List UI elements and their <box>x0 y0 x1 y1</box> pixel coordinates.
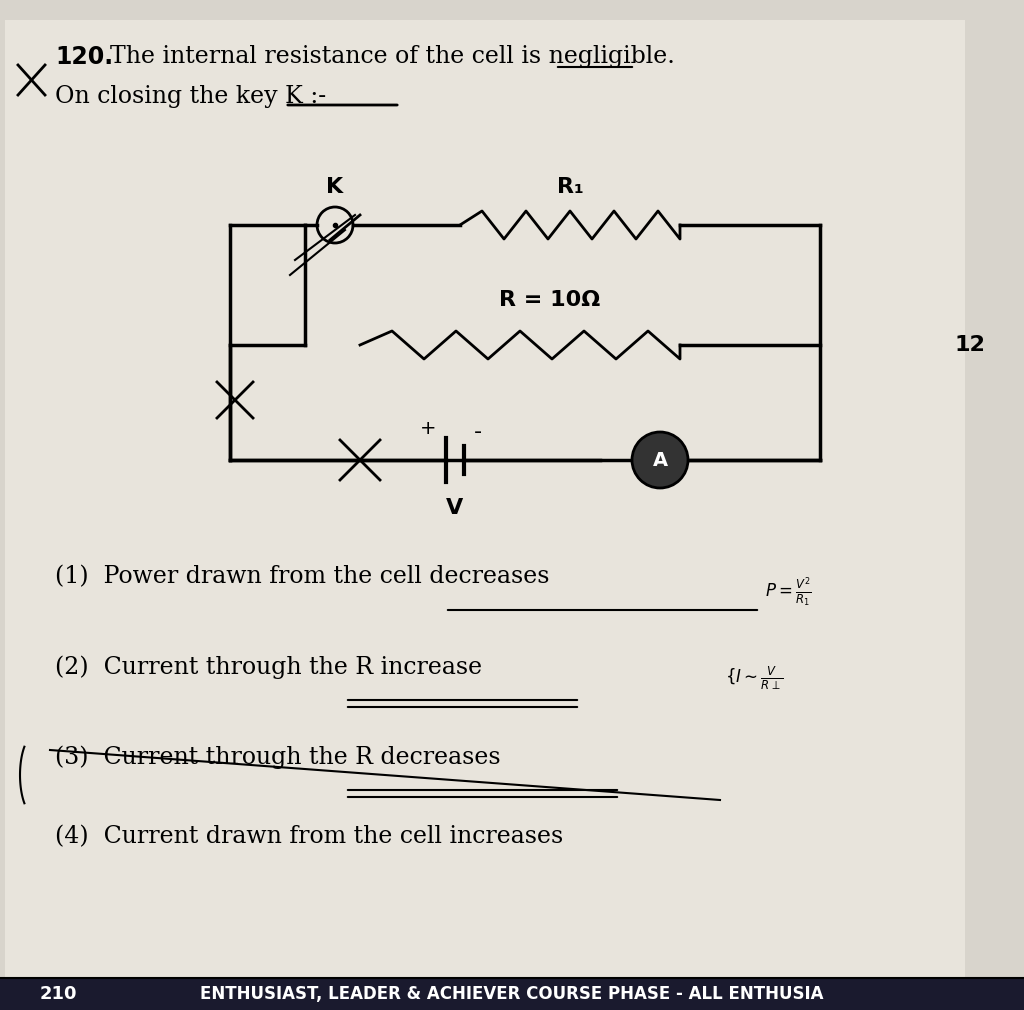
FancyBboxPatch shape <box>5 20 965 980</box>
Text: $\{I \sim \frac{V}{R\perp}$: $\{I \sim \frac{V}{R\perp}$ <box>725 665 783 693</box>
Text: -: - <box>474 422 482 442</box>
Text: $P=\frac{V^2}{R_1}$: $P=\frac{V^2}{R_1}$ <box>765 575 812 608</box>
Text: (3)  Current through the R decreases: (3) Current through the R decreases <box>55 745 501 769</box>
FancyBboxPatch shape <box>0 978 1024 1010</box>
Text: 12: 12 <box>954 335 985 355</box>
Text: (4)  Current drawn from the cell increases: (4) Current drawn from the cell increase… <box>55 825 563 848</box>
Text: (2)  Current through the R increase: (2) Current through the R increase <box>55 655 482 679</box>
Text: V: V <box>446 498 464 518</box>
Text: ENTHUSIAST, LEADER & ACHIEVER COURSE PHASE - ALL ENTHUSIA: ENTHUSIAST, LEADER & ACHIEVER COURSE PHA… <box>201 985 823 1003</box>
Text: R = 10Ω: R = 10Ω <box>500 290 601 310</box>
Circle shape <box>632 432 688 488</box>
Text: 120.: 120. <box>55 45 113 69</box>
Text: 210: 210 <box>40 985 78 1003</box>
Text: K: K <box>327 177 344 197</box>
Text: A: A <box>652 450 668 470</box>
Text: +: + <box>420 419 436 438</box>
Text: R₁: R₁ <box>557 177 584 197</box>
Text: The internal resistance of the cell is negligible.: The internal resistance of the cell is n… <box>110 45 675 68</box>
Text: (1)  Power drawn from the cell decreases: (1) Power drawn from the cell decreases <box>55 565 550 588</box>
Text: On closing the key K :-: On closing the key K :- <box>55 85 326 108</box>
